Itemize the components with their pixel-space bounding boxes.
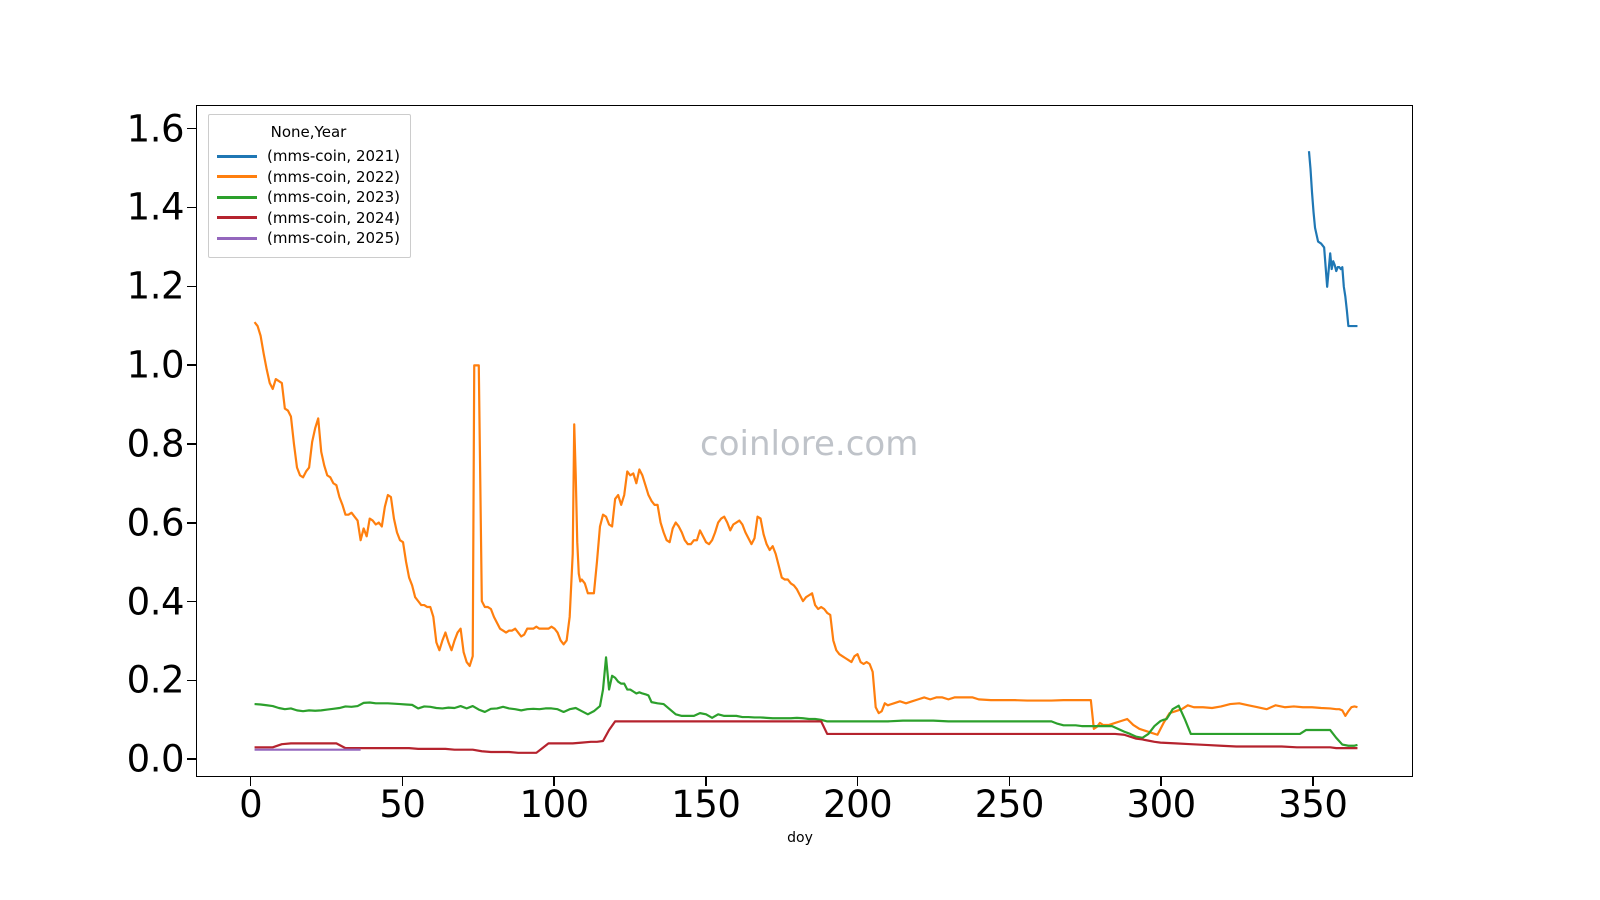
y-tick-mark xyxy=(187,443,196,445)
y-tick-label: 0.2 xyxy=(126,658,185,702)
legend-item-label: (mms-coin, 2025) xyxy=(267,229,400,248)
legend-item-label: (mms-coin, 2024) xyxy=(267,208,400,227)
legend-item-label: (mms-coin, 2023) xyxy=(267,188,400,207)
x-tick-label: 200 xyxy=(823,783,893,826)
series-line xyxy=(255,721,1358,752)
legend-item-label: (mms-coin, 2022) xyxy=(267,167,400,186)
x-tick-label: 150 xyxy=(671,783,741,826)
y-tick-label: 1.0 xyxy=(126,343,185,387)
x-tick-mark xyxy=(401,777,404,786)
legend-title: None,Year xyxy=(270,123,347,141)
x-tick-label: 300 xyxy=(1126,783,1197,826)
y-tick-mark xyxy=(187,285,196,288)
x-tick-mark xyxy=(1312,777,1314,786)
x-tick-label: 0 xyxy=(239,783,263,826)
series-line xyxy=(255,322,1358,735)
y-tick-label: 0.4 xyxy=(126,580,185,624)
y-tick-mark xyxy=(187,758,196,761)
x-tick-mark xyxy=(1160,777,1162,786)
x-axis-label-text: doy xyxy=(787,830,813,846)
y-tick-mark xyxy=(187,600,196,603)
x-tick-mark xyxy=(856,777,859,786)
legend-item[interactable]: (mms-coin, 2022) xyxy=(217,167,400,188)
legend-item[interactable]: (mms-coin, 2025) xyxy=(217,228,400,249)
y-tick-label: 0.6 xyxy=(126,501,185,545)
x-tick-label: 350 xyxy=(1278,783,1348,826)
y-tick-mark xyxy=(187,206,196,209)
legend-color-swatch xyxy=(217,195,257,199)
y-tick-label: 1.2 xyxy=(126,264,185,308)
y-tick-mark xyxy=(187,679,196,682)
x-axis-label: doy xyxy=(0,830,1600,846)
x-tick-mark xyxy=(705,777,707,786)
x-tick-label: 50 xyxy=(379,783,426,826)
legend-entries: (mms-coin, 2021) (mms-coin, 2022) (mms-coi… xyxy=(217,146,400,249)
x-tick-mark xyxy=(553,777,555,786)
legend-color-swatch xyxy=(217,236,257,240)
legend-color-swatch xyxy=(217,154,257,158)
legend-color-swatch xyxy=(217,216,257,220)
x-tick-label: 250 xyxy=(974,783,1045,826)
y-tick-label: 1.4 xyxy=(126,185,185,229)
x-tick-label: 100 xyxy=(519,783,590,826)
y-tick-label: 0.0 xyxy=(126,737,185,781)
legend-item-label: (mms-coin, 2021) xyxy=(267,147,400,166)
x-tick-mark xyxy=(1008,777,1011,786)
y-tick-mark xyxy=(187,521,196,524)
series-canvas xyxy=(197,106,1412,776)
watermark-text: coinlore.com xyxy=(700,424,919,464)
chart-legend: None,Year (mms-coin, 2021) (mms-coin, 202… xyxy=(208,114,411,258)
legend-color-swatch xyxy=(217,175,257,179)
y-tick-label: 1.6 xyxy=(126,107,185,151)
x-tick-mark xyxy=(249,777,252,786)
legend-item[interactable]: (mms-coin, 2024) xyxy=(217,208,400,229)
series-line xyxy=(255,657,1358,745)
legend-item[interactable]: (mms-coin, 2021) xyxy=(217,146,400,167)
y-tick-mark xyxy=(187,127,196,130)
legend-item[interactable]: (mms-coin, 2023) xyxy=(217,187,400,208)
y-tick-mark xyxy=(187,364,196,366)
series-line xyxy=(1309,151,1357,326)
y-tick-label: 0.8 xyxy=(126,422,185,466)
